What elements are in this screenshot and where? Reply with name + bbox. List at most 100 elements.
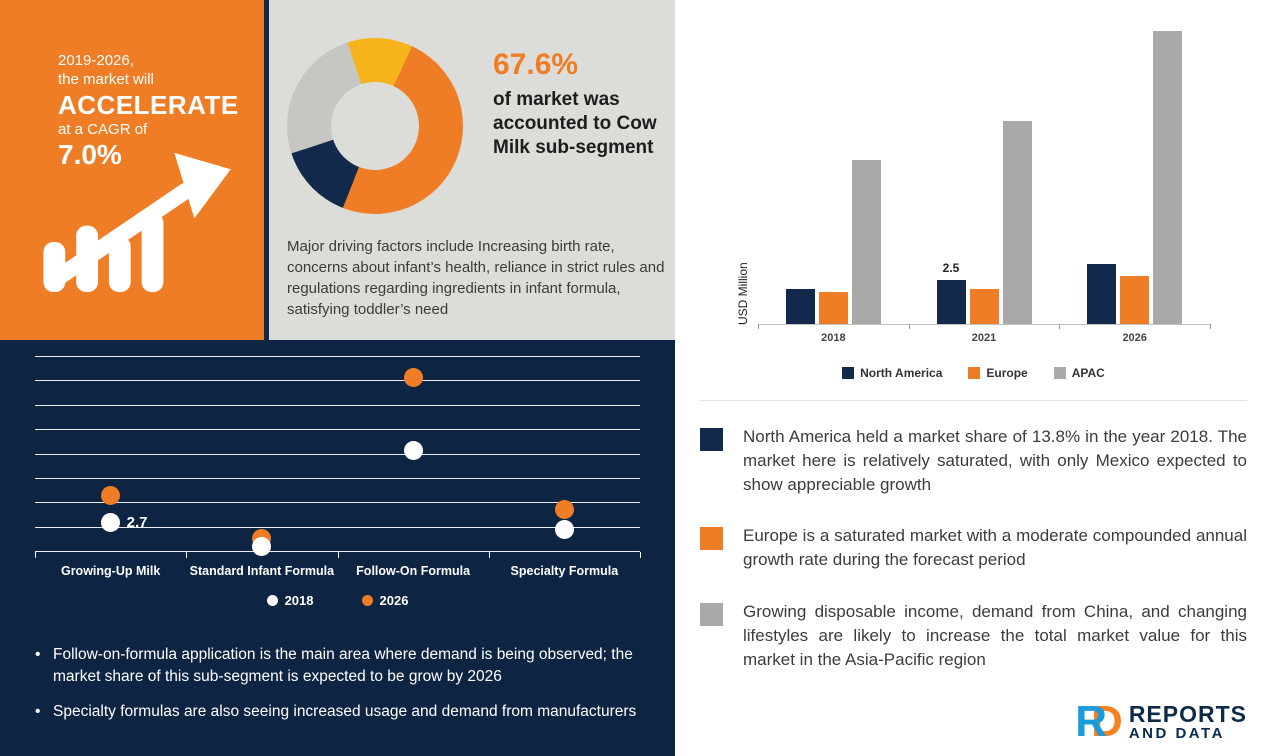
bar-x-label: 2026: [1122, 332, 1147, 344]
insight-item: Europe is a saturated market with a mode…: [700, 524, 1247, 572]
dotplot-gridline: [35, 477, 640, 479]
bar-x-labels: 2018 2021 2026: [758, 332, 1210, 344]
dotplot-category-label: Standard Infant Formula: [189, 564, 335, 578]
dotplot-legend-2026: 2026: [361, 593, 409, 608]
donut-caption: 67.6% of market was accounted to Cow Mil…: [493, 38, 671, 159]
right-column: USD Million 2.5 2018 2021 2026 North Ameri…: [675, 0, 1280, 756]
bar-group-2021: 2.5: [909, 121, 1060, 324]
bar-north-america-2018: [785, 288, 815, 324]
insight-text: Growing disposable income, demand from C…: [743, 601, 1247, 669]
bar-apac-2018: [851, 159, 881, 324]
logo-d: D: [1091, 697, 1123, 746]
bar-group-2026: [1059, 31, 1210, 324]
bar-chart-legend: North America Europe APAC: [700, 366, 1247, 401]
bullet-text: Specialty formulas are also seeing incre…: [53, 702, 637, 720]
bar-apac-2026: [1153, 31, 1183, 324]
bar-column: [851, 159, 881, 324]
bar-legend-apac: APAC: [1053, 366, 1105, 380]
cow-milk-percent: 67.6%: [493, 48, 579, 81]
dot-plot-categories: Growing-Up Milk Standard Infant Formula Fo…: [35, 564, 640, 578]
cagr-period: 2019-2026,: [58, 52, 134, 69]
cagr-line4: at a CAGR of: [58, 120, 148, 138]
dot-plot-chart: 2.7: [35, 356, 641, 558]
legend-square-icon: [842, 367, 855, 379]
cagr-panel: 2019-2026, the market will ACCELERATE at…: [0, 0, 264, 340]
dot-2026-specialty-formula: [554, 500, 574, 520]
bar-axis-tick: [1210, 324, 1211, 329]
insight-bullet-square: [700, 527, 723, 551]
bar-x-label: 2018: [821, 332, 846, 344]
logo-line2: AND DATA: [1128, 725, 1225, 743]
bar-legend-europe: Europe: [968, 366, 1028, 380]
donut-panel: 67.6% of market was accounted to Cow Mil…: [269, 0, 691, 340]
dotplot-gridline: [35, 526, 640, 528]
bar-axis-tick: [1059, 324, 1061, 329]
dotplot-gridline: [35, 380, 640, 382]
dotplot-category-label: Growing-Up Milk: [60, 564, 161, 578]
dotplot-gridline: [35, 502, 640, 504]
bullet-icon: •: [35, 702, 41, 720]
insight-bullet-square: [700, 428, 723, 451]
cagr-headline: ACCELERATE: [58, 89, 239, 120]
bar-annotation: 2.5: [942, 260, 960, 275]
dotplot-axis-tick: [640, 552, 641, 558]
dotplot-axis-tick: [35, 552, 36, 558]
bar-column: [1002, 121, 1032, 324]
y-axis-label: USD Million: [736, 262, 750, 325]
legend-dot-icon: [266, 595, 278, 606]
insight-text: North America held a market share of 13.…: [743, 427, 1247, 494]
regional-insights: North America held a market share of 13.…: [700, 401, 1247, 671]
dotplot-category-label: Follow-On Formula: [356, 564, 471, 578]
insight-bullet-square: [700, 602, 723, 626]
bar-column: [1087, 264, 1117, 324]
segment-bullets: • Follow-on-formula application is the ma…: [35, 644, 640, 723]
bar-europe-2018: [818, 292, 848, 324]
dotplot-axis-tick: [488, 552, 490, 558]
list-item: • Follow-on-formula application is the ma…: [35, 644, 640, 689]
dotplot-legend-2018: 2018: [266, 593, 314, 608]
legend-label: 2026: [379, 593, 409, 608]
dot-2026-follow-on-formula: [403, 368, 423, 388]
reports-and-data-logo: R D REPORTS AND DATA: [1075, 700, 1247, 744]
bar-column: [785, 288, 815, 324]
regional-bar-chart: USD Million 2.5 2018 2021 2026: [736, 25, 1247, 344]
bar-apac-2021: [1002, 121, 1032, 324]
panel-divider: [264, 0, 269, 340]
legend-label: Europe: [986, 366, 1028, 380]
dot-2018-specialty-formula: [554, 519, 574, 539]
legend-square-icon: [1053, 367, 1066, 379]
bar-column: [1120, 276, 1150, 324]
insight-text: Europe is a saturated market with a mode…: [743, 526, 1247, 570]
logo-line1: REPORTS: [1128, 701, 1247, 728]
bar-axis-tick: [758, 324, 759, 329]
dotplot-gridline: [35, 551, 640, 552]
top-row: 2019-2026, the market will ACCELERATE at…: [0, 0, 691, 340]
cagr-value: 7.0%: [58, 139, 122, 171]
bar-column: 2.5: [936, 260, 966, 324]
bar-axis-tick: [908, 324, 910, 329]
bar-legend-north-america: North America: [842, 366, 942, 380]
bar-north-america-2026: [1087, 264, 1117, 324]
cagr-line2: the market will: [58, 70, 154, 88]
dot-plot-legend: 2018 2026: [35, 593, 640, 608]
legend-label: North America: [860, 366, 943, 380]
bar-group-2018: [758, 159, 909, 324]
legend-label: 2018: [284, 593, 314, 608]
growth-arrow-icon: [43, 152, 231, 292]
list-item: • Specialty formulas are also seeing incr…: [35, 701, 640, 723]
driving-factors-paragraph: Major driving factors include Increasing…: [287, 238, 665, 318]
bar-groups: 2.5: [758, 25, 1211, 329]
rd-logo-icon: R D: [1075, 700, 1123, 744]
bullet-text: Follow-on-formula application is the mai…: [53, 646, 633, 686]
bar-europe-2026: [1120, 276, 1150, 324]
dotplot-gridline: [35, 404, 640, 406]
bar-column: [1153, 31, 1183, 324]
bar-area: 2.5 2018 2021 2026: [758, 25, 1211, 344]
donut-hole: [331, 82, 419, 170]
bar-north-america-2021: [936, 279, 966, 324]
bar-x-label: 2021: [971, 332, 997, 344]
dotplot-gridline: [35, 356, 640, 357]
logo-r: R: [1075, 697, 1108, 746]
dotplot-annotation: 2.7: [126, 513, 148, 531]
